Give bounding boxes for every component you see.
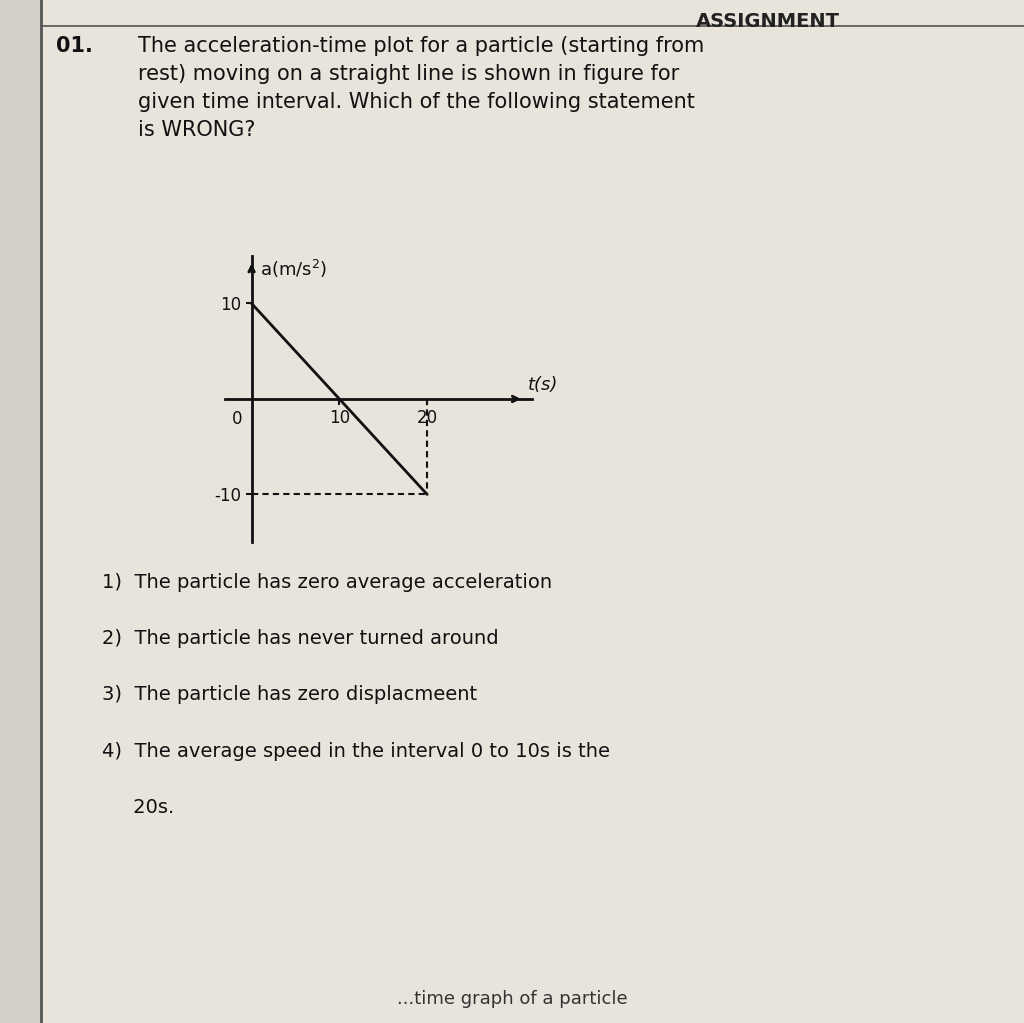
Text: 2)  The particle has never turned around: 2) The particle has never turned around (102, 629, 499, 649)
Text: 3)  The particle has zero displacmeent: 3) The particle has zero displacmeent (102, 685, 477, 705)
Text: t(s): t(s) (528, 376, 558, 394)
Text: ASSIGNMENT: ASSIGNMENT (696, 12, 841, 32)
Text: 1)  The particle has zero average acceleration: 1) The particle has zero average acceler… (102, 573, 553, 592)
Text: 0: 0 (232, 410, 243, 429)
Text: ...time graph of a particle: ...time graph of a particle (396, 989, 628, 1008)
Text: The acceleration-time plot for a particle (starting from
rest) moving on a strai: The acceleration-time plot for a particl… (138, 36, 705, 140)
Text: 01.: 01. (56, 36, 93, 56)
Text: a(m/s$^2$): a(m/s$^2$) (260, 258, 328, 279)
Text: 4)  The average speed in the interval 0 to 10s is the: 4) The average speed in the interval 0 t… (102, 742, 610, 761)
Text: 20s.: 20s. (102, 798, 175, 817)
